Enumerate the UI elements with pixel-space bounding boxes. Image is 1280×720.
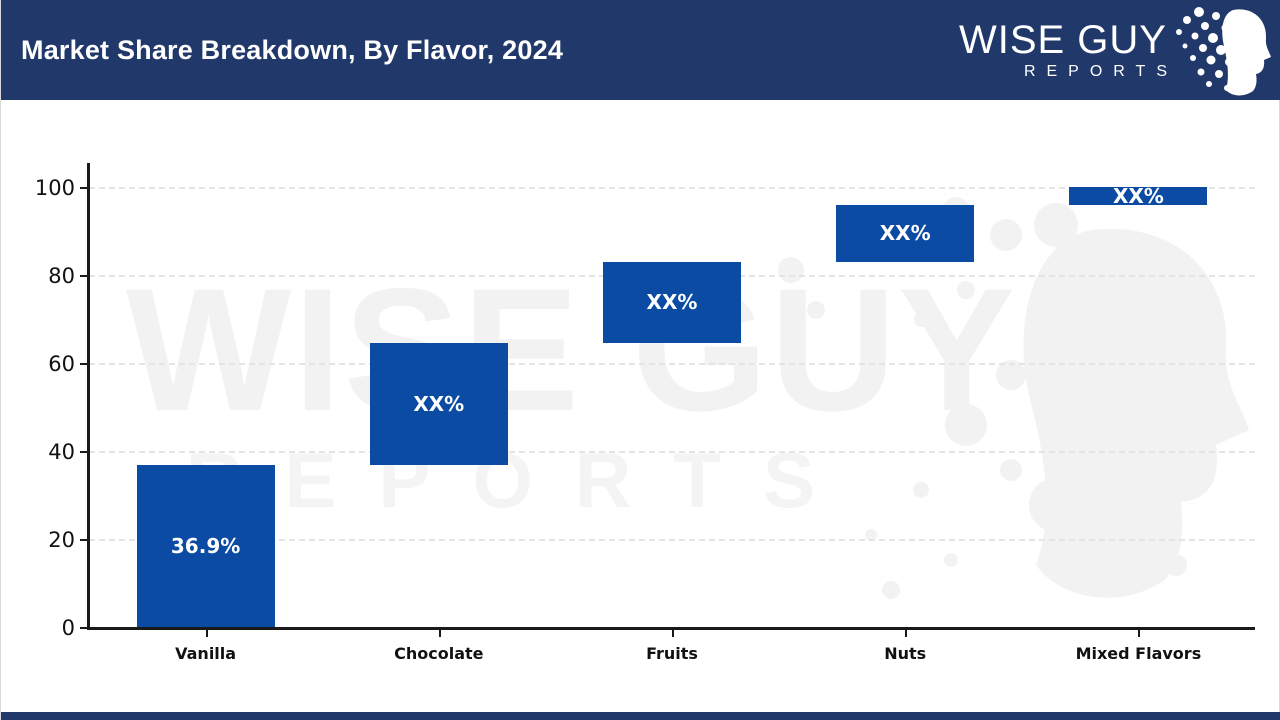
y-gridline [89, 187, 1255, 189]
logo-face-icon [1176, 7, 1271, 96]
y-tick-label: 0 [61, 616, 75, 640]
y-tick-mark [80, 451, 88, 453]
y-tick-mark [80, 627, 88, 629]
y-tick-mark [80, 539, 88, 541]
bar-chocolate: XX% [369, 343, 508, 465]
bar-vanilla: 36.9% [136, 464, 275, 627]
y-gridline [89, 451, 1255, 453]
logo-reports-text: REPORTS [1023, 63, 1178, 80]
footer-bar [1, 712, 1280, 720]
bar-value-label: XX% [1112, 183, 1164, 208]
x-tick-mark [1138, 630, 1141, 637]
watermark-face-profile-icon [1023, 228, 1249, 598]
y-tick-mark [80, 363, 88, 365]
bar-value-label: XX% [646, 290, 698, 315]
header-bar: Market Share Breakdown, By Flavor, 2024 … [1, 0, 1280, 100]
waterfall-chart: 0 20 40 60 80 100 36.9% Vanilla XX% Chocolate XX% F… [1, 100, 1280, 712]
watermark-text-wise-guy: WISE GUY [126, 253, 1018, 448]
y-tick-mark [80, 187, 88, 189]
x-tick-mark [205, 630, 208, 637]
bar-nuts: XX% [836, 204, 975, 262]
logo-face-profile-icon [1222, 9, 1271, 96]
x-axis-line [87, 627, 1255, 630]
bar-fruits: XX% [603, 261, 741, 344]
y-tick-label: 80 [48, 264, 75, 288]
y-gridline [89, 363, 1255, 365]
x-tick-label: Vanilla [175, 644, 237, 663]
bar-mixed-flavors: XX% [1069, 183, 1208, 208]
y-gridline [89, 539, 1255, 541]
y-tick-mark [80, 275, 88, 277]
wise-guy-logo: WISE GUY REPORTS [959, 2, 1280, 98]
x-tick-label: Chocolate [394, 644, 484, 663]
bar-value-label: XX% [879, 221, 931, 246]
y-axis-line [87, 162, 90, 630]
x-tick-label: Fruits [646, 644, 698, 663]
y-tick-label: 20 [48, 528, 75, 552]
chart-title: Market Share Breakdown, By Flavor, 2024 [21, 34, 564, 65]
x-tick-label: Mixed Flavors [1075, 644, 1202, 663]
x-tick-mark [438, 630, 441, 637]
x-tick-label: Nuts [884, 644, 927, 663]
bar-value-label: 36.9% [170, 533, 241, 558]
x-tick-mark [672, 630, 674, 637]
y-tick-label: 100 [34, 176, 75, 200]
y-tick-label: 40 [48, 440, 75, 464]
x-tick-mark [905, 630, 908, 637]
logo-wise-guy-text: WISE GUY [958, 18, 1167, 62]
logo-text: WISE GUY REPORTS [959, 20, 1167, 80]
bar-value-label: XX% [413, 391, 465, 416]
y-tick-label: 60 [48, 352, 75, 376]
